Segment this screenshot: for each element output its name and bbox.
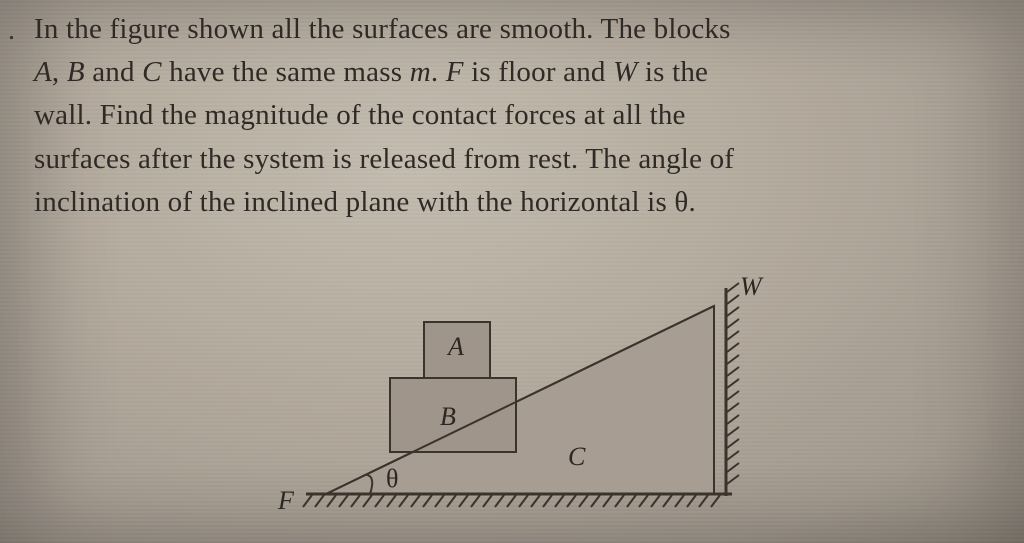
label-A: A (448, 332, 464, 362)
sym-W: W (613, 56, 637, 88)
figure: W A B C θ F (262, 254, 802, 534)
t-2e: is floor and (464, 56, 613, 88)
text-line5a: inclination of the inclined plane with t… (34, 186, 674, 218)
text-line5b: . (688, 186, 695, 218)
sym-theta: θ (674, 186, 688, 218)
paragraph: In the figure shown all the surfaces are… (34, 8, 994, 224)
text-line3: wall. Find the magnitude of the contact … (34, 99, 686, 131)
figure-svg (262, 254, 802, 534)
sym-C: C (142, 56, 162, 88)
sym-F: F (446, 56, 464, 88)
problem-text: . In the figure shown all the surfaces a… (34, 8, 994, 224)
t-2b: and (85, 56, 142, 88)
sym-A: A (34, 56, 52, 88)
sym-m: m (410, 56, 431, 88)
t-2a: , (52, 56, 67, 88)
sym-B: B (67, 56, 85, 88)
label-B: B (440, 402, 456, 432)
label-W: W (740, 272, 762, 302)
label-F: F (278, 486, 294, 516)
t-2f: is the (637, 56, 708, 88)
bullet-icon: . (8, 10, 15, 52)
t-2d: . (431, 56, 446, 88)
text-line1: In the figure shown all the surfaces are… (34, 13, 731, 45)
text-line4: surfaces after the system is released fr… (34, 143, 734, 175)
page: . In the figure shown all the surfaces a… (0, 0, 1024, 543)
t-2c: have the same mass (162, 56, 410, 88)
label-C: C (568, 442, 585, 472)
label-theta: θ (386, 464, 398, 494)
